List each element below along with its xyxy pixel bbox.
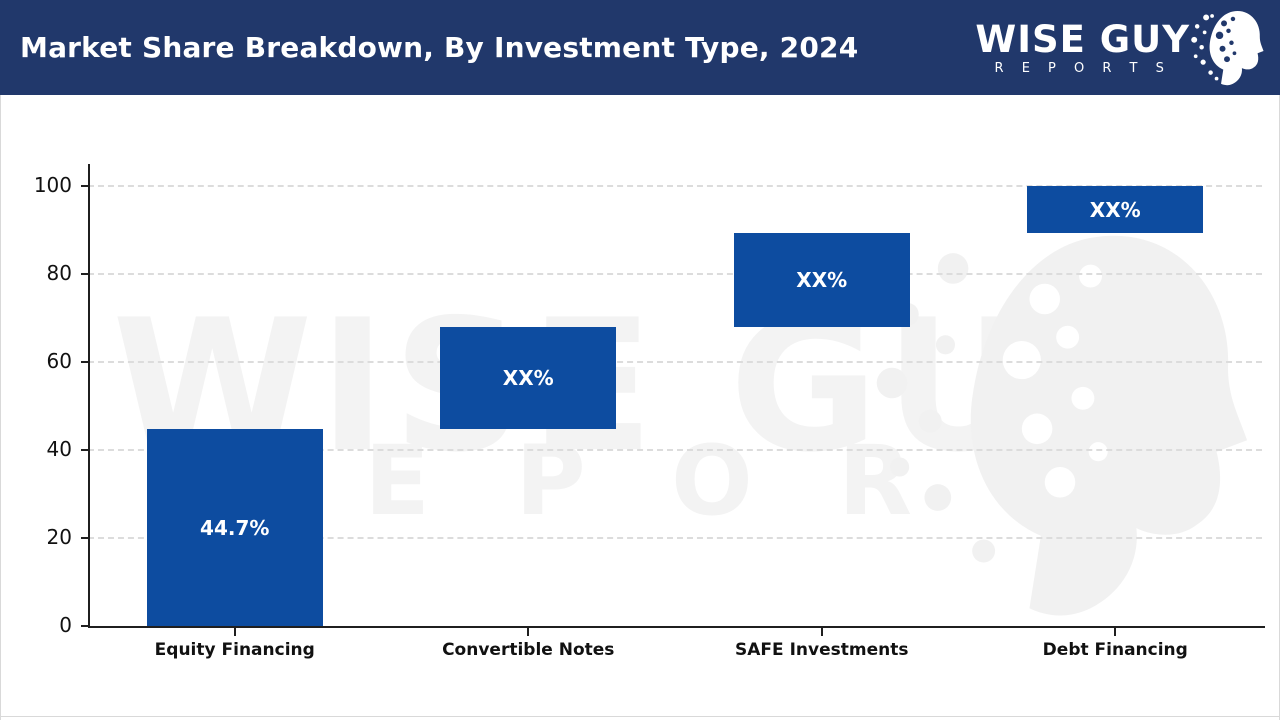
wise-guy-logo: WISE GUY R E P O R T S [975, 0, 1266, 95]
bar-value-label: XX% [1089, 197, 1141, 222]
x-tick-mark [233, 628, 236, 636]
y-tick-label: 20 [46, 525, 72, 549]
x-tick-mark [820, 628, 823, 636]
x-axis-label-convertible-notes: Convertible Notes [442, 640, 615, 660]
header-bar: Market Share Breakdown, By Investment Ty… [0, 0, 1280, 95]
gridline-80 [88, 273, 1262, 275]
y-tick-label: 40 [46, 437, 72, 461]
gridline-20 [88, 537, 1262, 539]
bottom-hairline [0, 716, 1280, 717]
y-tick-mark [81, 185, 88, 187]
dotted-head-logo-icon [1191, 10, 1264, 85]
gridline-100 [88, 185, 1262, 187]
watermark-head-icon [876, 235, 1248, 616]
bar-convertible-notes: XX% [440, 326, 617, 430]
x-tick-mark [527, 628, 530, 636]
bar-value-label: XX% [796, 267, 848, 292]
y-tick-mark [81, 449, 88, 451]
bar-equity-financing: 44.7% [146, 429, 323, 626]
y-tick-label: 0 [59, 613, 72, 637]
left-hairline [0, 95, 1, 720]
y-axis-line [88, 164, 90, 626]
y-tick-mark [81, 625, 88, 627]
y-tick-label: 100 [33, 173, 72, 197]
x-tick-mark [1114, 628, 1117, 636]
logo-reports-text: R E P O R T S [994, 60, 1171, 76]
y-tick-label: 80 [46, 261, 72, 285]
y-tick-mark [81, 361, 88, 363]
gridline-60 [88, 361, 1262, 363]
x-axis-label-equity-financing: Equity Financing [154, 640, 315, 660]
x-axis-label-safe-investments: SAFE Investments [735, 640, 909, 660]
logo-text: WISE GUY R E P O R T S [975, 21, 1190, 75]
watermark: WISE GUY R E P O R T S [0, 95, 1280, 720]
y-tick-label: 60 [46, 349, 72, 373]
logo-wordmark: WISE GUY [975, 17, 1190, 61]
chart-title: Market Share Breakdown, By Investment Ty… [20, 31, 859, 64]
bar-debt-financing: XX% [1027, 186, 1204, 234]
x-axis-line [88, 626, 1265, 628]
bar-safe-investments: XX% [733, 233, 910, 327]
bar-value-label: XX% [502, 366, 554, 391]
y-tick-mark [81, 537, 88, 539]
x-axis-label-debt-financing: Debt Financing [1042, 640, 1188, 660]
bar-value-label: 44.7% [200, 515, 270, 540]
y-tick-mark [81, 273, 88, 275]
gridline-40 [88, 449, 1262, 451]
